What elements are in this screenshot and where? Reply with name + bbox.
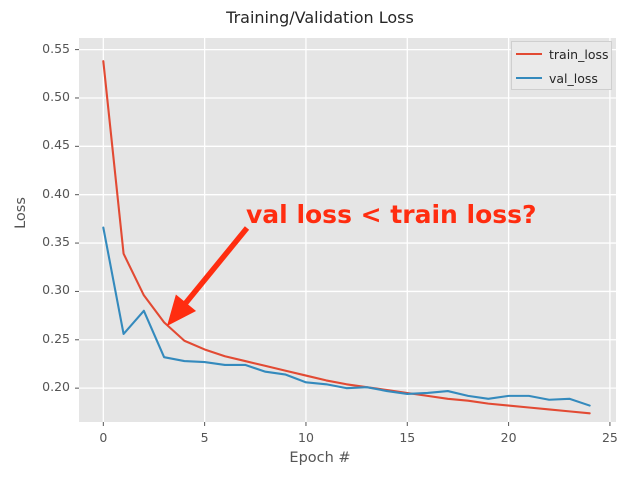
series-line-val-loss bbox=[102, 226, 591, 407]
y-tick-label: 0.35 bbox=[42, 234, 70, 250]
legend-label-val-loss: val_loss bbox=[549, 70, 598, 86]
legend-swatch-val-loss bbox=[516, 77, 542, 79]
x-tick-label: 15 bbox=[399, 430, 416, 445]
legend-item-train-loss[interactable]: train_loss bbox=[512, 42, 611, 66]
legend-item-val-loss[interactable]: val_loss bbox=[512, 66, 611, 90]
legend-label-train-loss: train_loss bbox=[549, 46, 609, 62]
x-tick-label: 5 bbox=[200, 430, 209, 445]
y-tick-label: 0.20 bbox=[42, 379, 70, 395]
y-axis-label: Loss bbox=[13, 197, 29, 229]
x-axis-label: Epoch # bbox=[289, 450, 351, 466]
x-tick-label: 20 bbox=[500, 430, 517, 445]
annotation-arrow bbox=[167, 226, 250, 326]
legend-swatch-train-loss bbox=[516, 53, 542, 55]
y-tick-label: 0.55 bbox=[42, 40, 70, 56]
axes-background bbox=[79, 38, 616, 422]
x-tick-label: 25 bbox=[601, 430, 618, 445]
legend[interactable]: train_loss val_loss bbox=[511, 41, 612, 90]
y-tick-label: 0.40 bbox=[42, 185, 70, 201]
x-tick-label: 10 bbox=[298, 430, 314, 445]
y-tick-label: 0.30 bbox=[42, 282, 70, 298]
x-tick-label: 0 bbox=[99, 430, 108, 445]
y-tick-label: 0.45 bbox=[42, 137, 70, 153]
annotation-text: val loss < train loss? bbox=[246, 200, 537, 229]
chart-title: Training/Validation Loss bbox=[226, 8, 414, 27]
y-tick-label: 0.25 bbox=[42, 330, 70, 346]
tick-marks bbox=[75, 49, 611, 426]
series-line-train-loss bbox=[102, 60, 591, 415]
y-tick-label: 0.50 bbox=[42, 88, 70, 104]
